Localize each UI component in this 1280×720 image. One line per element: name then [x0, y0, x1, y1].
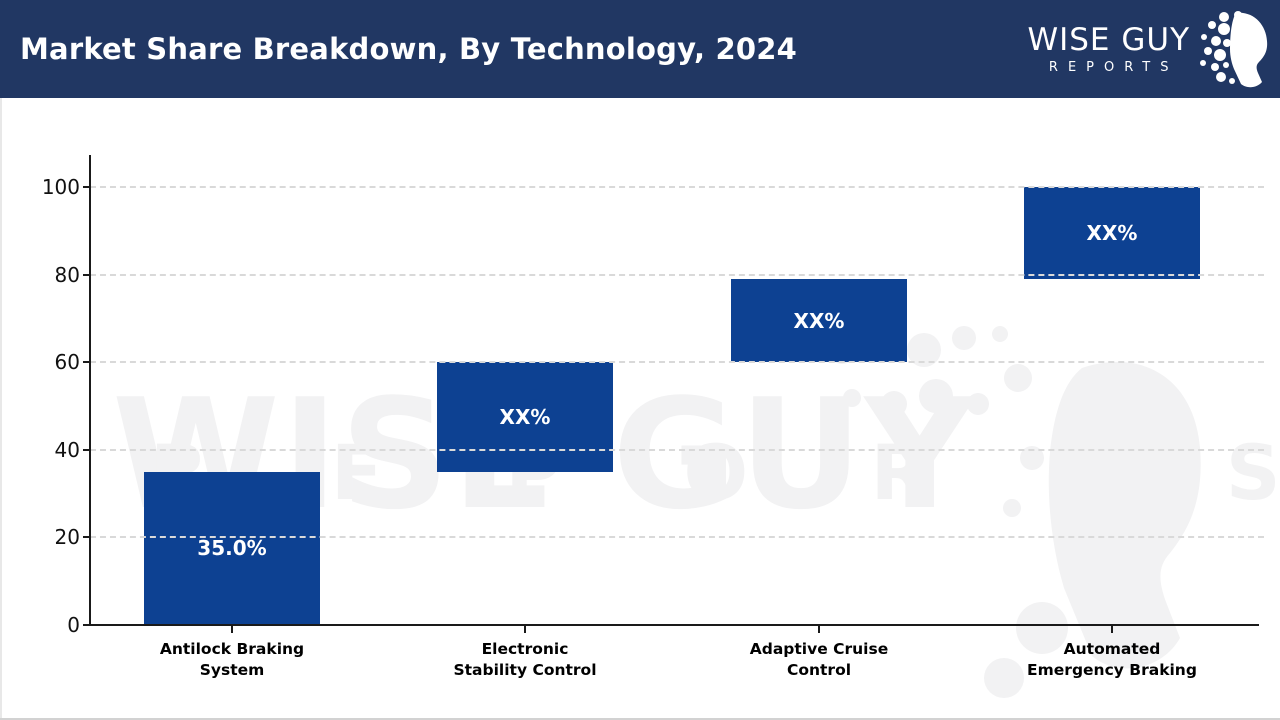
y-axis-tick: [83, 361, 90, 364]
y-tick-label: 60: [54, 350, 80, 375]
y-axis-line: [89, 155, 91, 625]
header-bar: Market Share Breakdown, By Technology, 2…: [0, 0, 1280, 98]
gridline: [90, 361, 1264, 364]
y-tick-label: 100: [41, 175, 80, 199]
y-axis-tick: [83, 624, 90, 626]
bar-value-label: 35.0%: [197, 536, 267, 561]
gridline: [90, 273, 1264, 276]
x-axis-tick: [818, 626, 820, 633]
y-axis-tick: [83, 536, 90, 539]
y-tick-label: 0: [67, 613, 80, 637]
chart-plot-area: WISE GUY R E P O R T S 35.0% XX% XX% XX% 0 20…: [0, 98, 1280, 718]
watermark-head-icon: [826, 325, 1201, 698]
gridline: [90, 536, 1264, 539]
y-tick-label: 20: [54, 525, 80, 550]
y-axis-tick: [83, 448, 90, 451]
bar-segment: XX%: [1024, 187, 1200, 279]
x-axis-tick: [524, 626, 526, 633]
bar-segment: XX%: [731, 278, 907, 363]
gridline: [90, 448, 1264, 451]
logo-head-icon: [1200, 11, 1268, 88]
gridline: [90, 186, 1264, 188]
bar-segment: 35.0%: [144, 471, 320, 625]
y-tick-label: 80: [54, 262, 80, 287]
x-category-label: Electronic Stability Control: [453, 640, 597, 679]
bar-value-label: XX%: [499, 404, 551, 429]
bar-value-label: XX%: [1086, 220, 1138, 245]
x-axis-tick: [1111, 626, 1113, 633]
brand-logo: WISE GUY REPORTS: [1027, 6, 1272, 92]
page-title: Market Share Breakdown, By Technology, 2…: [20, 32, 798, 66]
x-axis-line: [89, 624, 1259, 626]
y-tick-label: 40: [54, 437, 80, 462]
logo-reports-label: REPORTS: [1048, 59, 1179, 75]
y-axis-tick: [83, 186, 90, 188]
x-axis-tick: [231, 626, 233, 633]
y-axis-tick: [83, 273, 90, 276]
logo-wiseguy-label: WISE GUY: [1027, 21, 1190, 58]
x-category-label: Antilock Braking System: [159, 640, 305, 679]
brand-logo-text: WISE GUY REPORTS: [1027, 21, 1190, 75]
bar-segment: XX%: [437, 362, 613, 472]
bar-value-label: XX%: [793, 308, 845, 333]
x-category-label: Automated Emergency Braking: [1027, 640, 1197, 679]
x-category-label: Adaptive Cruise Control: [749, 640, 889, 679]
